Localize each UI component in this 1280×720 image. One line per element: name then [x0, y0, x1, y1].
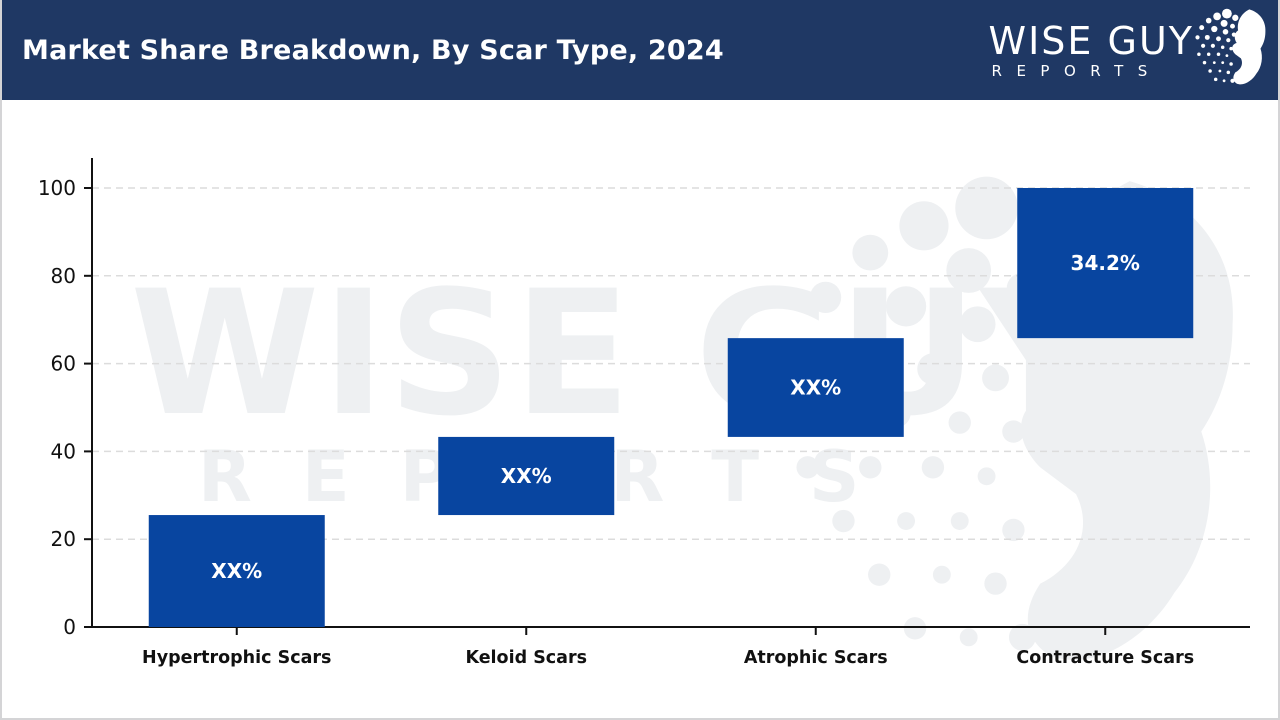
page-title: Market Share Breakdown, By Scar Type, 20…: [22, 34, 724, 66]
y-tick-label-40: 40: [51, 439, 76, 463]
y-tick-label-100: 100: [38, 176, 76, 200]
y-tick-label-80: 80: [51, 264, 76, 288]
y-tick-label-20: 20: [51, 527, 76, 551]
x-category-label-atrophic-scars: Atrophic Scars: [744, 648, 888, 668]
y-tick-label-60: 60: [51, 352, 76, 376]
bar-value-label-hypertrophic-scars: XX%: [211, 559, 262, 583]
logo-reports-label: REPORTS: [991, 61, 1162, 80]
bar-value-label-contracture-scars: 34.2%: [1071, 251, 1140, 275]
bar-keloid-scars: [438, 436, 615, 516]
logo-wise-guy-label: WISE GUY: [988, 18, 1194, 63]
title-bar: Market Share Breakdown, By Scar Type, 20…: [2, 0, 1278, 100]
y-tick-label-0: 0: [63, 615, 76, 639]
wise-guy-reports-logo: WISE GUY REPORTS: [989, 8, 1268, 92]
bar-value-label-atrophic-scars: XX%: [790, 376, 841, 400]
logo-text: WISE GUY REPORTS: [989, 22, 1194, 79]
waterfall-chart: 0 20 40 60 80 100 XX% Hypertrophic Scars XX% Kelo…: [38, 158, 1250, 668]
x-category-label-contracture-scars: Contracture Scars: [1016, 648, 1194, 668]
bar-hypertrophic-scars: [148, 515, 325, 627]
x-category-label-hypertrophic-scars: Hypertrophic Scars: [142, 648, 331, 668]
x-category-label-keloid-scars: Keloid Scars: [465, 648, 587, 668]
bar-value-label-keloid-scars: XX%: [501, 464, 552, 488]
logo-dotted-face-icon: [1195, 8, 1266, 85]
